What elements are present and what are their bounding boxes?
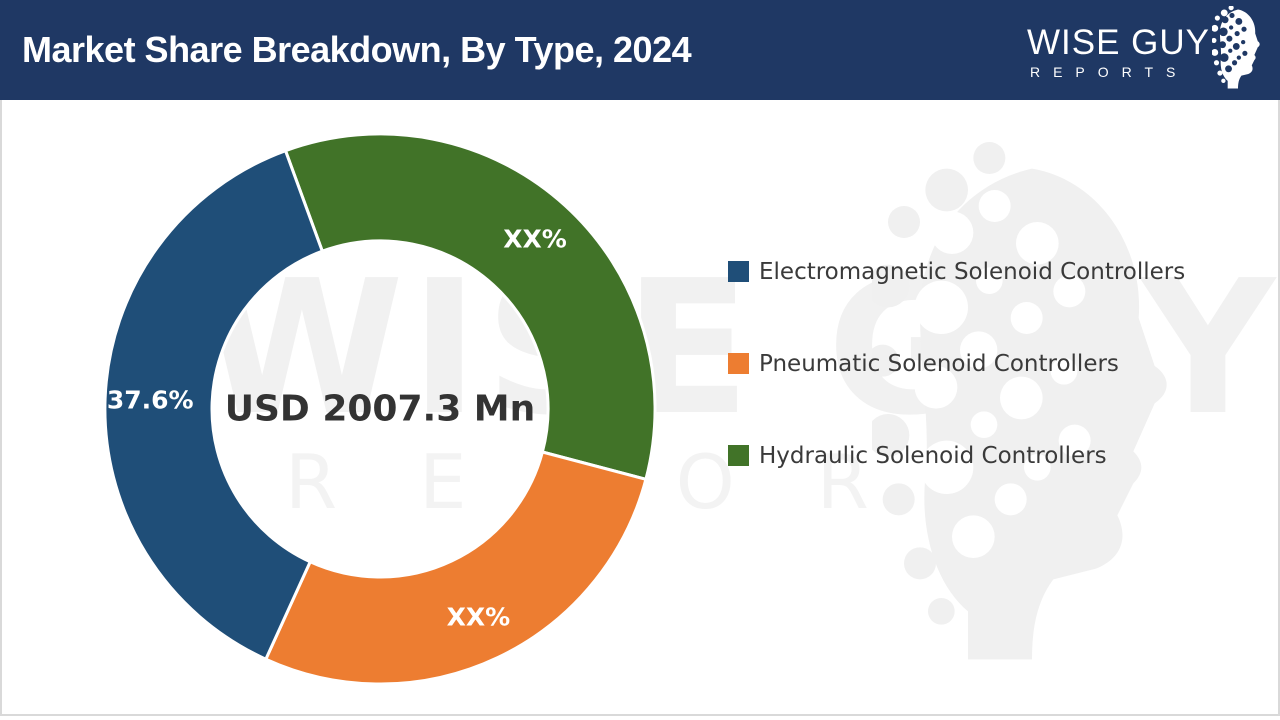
chart-legend: Electromagnetic Solenoid Controllers Pneu…	[728, 258, 1185, 470]
legend-item-label: Pneumatic Solenoid Controllers	[759, 351, 1119, 377]
donut-data-label-electromagnetic: 37.6%	[107, 386, 194, 415]
logo-face-icon	[1211, 5, 1264, 96]
donut-segment-electromagnetic	[103, 149, 324, 661]
donut-data-label-hydraulic: XX%	[503, 225, 567, 254]
chart-center-value: USD 2007.3 Mn	[225, 389, 535, 430]
header: Market Share Breakdown, By Type, 2024 WI…	[0, 0, 1280, 100]
legend-swatch	[728, 353, 749, 374]
watermark-face-icon	[866, 140, 1192, 692]
legend-item-hydraulic: Hydraulic Solenoid Controllers	[728, 442, 1185, 470]
legend-item-label: Hydraulic Solenoid Controllers	[759, 443, 1107, 469]
logo-wordmark: WISE GUY	[1026, 22, 1210, 62]
donut-segment-pneumatic	[264, 450, 648, 686]
donut-data-label-pneumatic: XX%	[447, 602, 511, 631]
donut-chart: XX% XX% 37.6% USD 2007.3 Mn	[0, 100, 720, 720]
donut-segment-hydraulic	[284, 132, 657, 481]
legend-item-pneumatic: Pneumatic Solenoid Controllers	[728, 350, 1185, 378]
logo-text: WISE GUY REPORTS	[1027, 23, 1210, 80]
legend-swatch	[728, 445, 749, 466]
page-title: Market Share Breakdown, By Type, 2024	[22, 29, 692, 70]
logo-subtitle: REPORTS	[1029, 63, 1189, 80]
legend-swatch	[728, 261, 749, 282]
legend-item-label: Electromagnetic Solenoid Controllers	[759, 259, 1186, 285]
legend-item-electromagnetic: Electromagnetic Solenoid Controllers	[728, 258, 1185, 286]
wiseguy-logo: WISE GUY REPORTS	[1027, 5, 1264, 96]
